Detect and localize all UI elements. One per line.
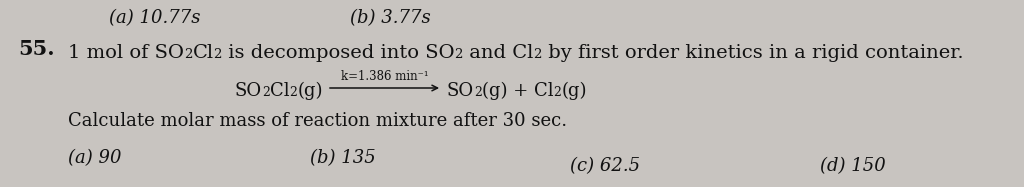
- Text: SO: SO: [447, 82, 474, 100]
- Text: (a) 10.77s: (a) 10.77s: [110, 9, 201, 27]
- Text: k=1.386 min⁻¹: k=1.386 min⁻¹: [341, 70, 428, 83]
- Text: (c) 62.5: (c) 62.5: [570, 157, 640, 175]
- Text: (g): (g): [298, 82, 323, 100]
- Text: by first order kinetics in a rigid container.: by first order kinetics in a rigid conta…: [542, 44, 964, 62]
- Text: 2: 2: [474, 85, 482, 99]
- Text: 2: 2: [290, 85, 298, 99]
- Text: Calculate molar mass of reaction mixture after 30 sec.: Calculate molar mass of reaction mixture…: [68, 112, 567, 130]
- Text: 2: 2: [213, 47, 222, 61]
- Text: SO: SO: [234, 82, 262, 100]
- Text: (g): (g): [561, 82, 587, 100]
- Text: is decomposed into SO: is decomposed into SO: [222, 44, 455, 62]
- Text: (g) + Cl: (g) + Cl: [482, 82, 554, 100]
- Text: (a) 90: (a) 90: [68, 149, 122, 167]
- Text: 2: 2: [534, 47, 542, 61]
- Text: 2: 2: [184, 47, 193, 61]
- Text: Cl: Cl: [270, 82, 290, 100]
- Text: (b) 3.77s: (b) 3.77s: [349, 9, 430, 27]
- Text: 1 mol of SO: 1 mol of SO: [68, 44, 184, 62]
- Text: 55.: 55.: [18, 39, 54, 59]
- Text: (b) 135: (b) 135: [310, 149, 376, 167]
- Text: Cl: Cl: [193, 44, 213, 62]
- Text: 2: 2: [262, 85, 270, 99]
- Text: 2: 2: [554, 85, 561, 99]
- Text: 2: 2: [455, 47, 463, 61]
- Text: (d) 150: (d) 150: [820, 157, 886, 175]
- Text: and Cl: and Cl: [463, 44, 534, 62]
